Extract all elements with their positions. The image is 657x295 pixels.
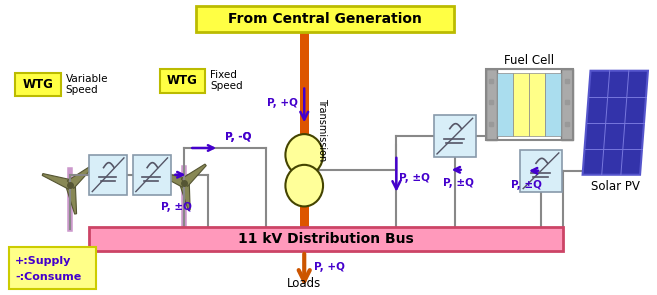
- Text: P, ±Q: P, ±Q: [399, 173, 430, 183]
- Polygon shape: [181, 164, 206, 186]
- Bar: [434, 115, 476, 157]
- Text: Fixed
Speed: Fixed Speed: [210, 70, 242, 91]
- Text: Variable
Speed: Variable Speed: [66, 74, 108, 95]
- Bar: [9, 247, 96, 289]
- Bar: [545, 73, 561, 136]
- Text: P, -Q: P, -Q: [225, 132, 251, 142]
- Ellipse shape: [285, 165, 323, 206]
- Text: Solar PV: Solar PV: [591, 180, 640, 193]
- Bar: [529, 73, 545, 136]
- Bar: [89, 155, 127, 195]
- Polygon shape: [66, 184, 77, 214]
- Text: WTG: WTG: [167, 74, 198, 87]
- Bar: [497, 73, 513, 136]
- Text: P, ±Q: P, ±Q: [161, 202, 192, 212]
- Text: From Central Generation: From Central Generation: [228, 12, 422, 26]
- Text: Fuel Cell: Fuel Cell: [504, 54, 554, 67]
- Bar: [561, 69, 573, 140]
- Polygon shape: [583, 71, 648, 175]
- Ellipse shape: [285, 134, 323, 176]
- Bar: [15, 73, 60, 96]
- Bar: [300, 32, 309, 227]
- Text: -:Consume: -:Consume: [15, 272, 81, 282]
- Bar: [89, 227, 563, 251]
- Polygon shape: [67, 165, 94, 189]
- Text: P, ±Q: P, ±Q: [510, 180, 541, 190]
- Bar: [513, 73, 529, 136]
- Polygon shape: [179, 182, 190, 210]
- Text: WTG: WTG: [22, 78, 53, 91]
- Text: 11 kV Distribution Bus: 11 kV Distribution Bus: [238, 232, 414, 246]
- Bar: [486, 69, 573, 140]
- Polygon shape: [158, 172, 186, 187]
- Bar: [133, 155, 171, 195]
- Text: Transmission: Transmission: [317, 98, 327, 161]
- Text: P, +Q: P, +Q: [313, 262, 344, 272]
- Text: P, ±Q: P, ±Q: [443, 178, 474, 188]
- Text: P, +Q: P, +Q: [267, 99, 298, 109]
- Text: +:Supply: +:Supply: [15, 256, 72, 266]
- Bar: [196, 6, 454, 32]
- Text: P, -Q: P, -Q: [225, 132, 251, 142]
- Bar: [520, 150, 562, 191]
- Text: Loads: Loads: [287, 277, 321, 290]
- Bar: [486, 69, 497, 140]
- Polygon shape: [42, 173, 72, 189]
- Bar: [160, 69, 205, 93]
